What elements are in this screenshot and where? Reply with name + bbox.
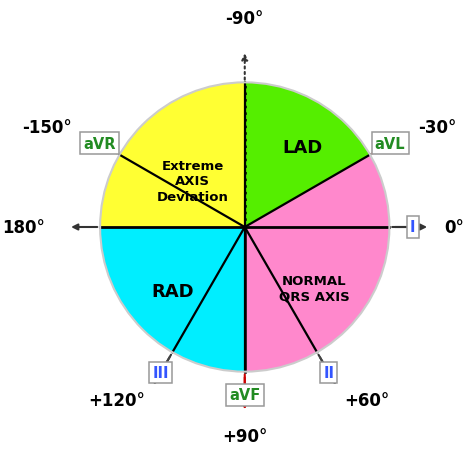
Text: I: I [410, 220, 415, 235]
Text: aVF: aVF [229, 388, 260, 402]
Text: +60°: +60° [345, 391, 390, 409]
Wedge shape [100, 83, 245, 228]
Text: II: II [323, 365, 334, 380]
Text: -90°: -90° [226, 10, 264, 28]
Text: LAD: LAD [283, 139, 323, 157]
Text: -150°: -150° [22, 119, 72, 137]
Text: NORMAL
QRS AXIS: NORMAL QRS AXIS [279, 274, 349, 302]
Wedge shape [245, 83, 370, 228]
Text: RAD: RAD [151, 282, 194, 300]
Text: +120°: +120° [88, 391, 145, 409]
Text: +90°: +90° [222, 427, 267, 445]
Text: aVL: aVL [375, 136, 405, 151]
Text: 0°: 0° [444, 218, 464, 237]
Text: 180°: 180° [2, 218, 45, 237]
Text: Extreme
AXIS
Deviation: Extreme AXIS Deviation [157, 159, 228, 203]
Wedge shape [100, 228, 245, 372]
Text: III: III [153, 365, 169, 380]
Text: aVR: aVR [83, 136, 116, 151]
Wedge shape [245, 155, 390, 372]
Text: -30°: -30° [418, 119, 456, 137]
